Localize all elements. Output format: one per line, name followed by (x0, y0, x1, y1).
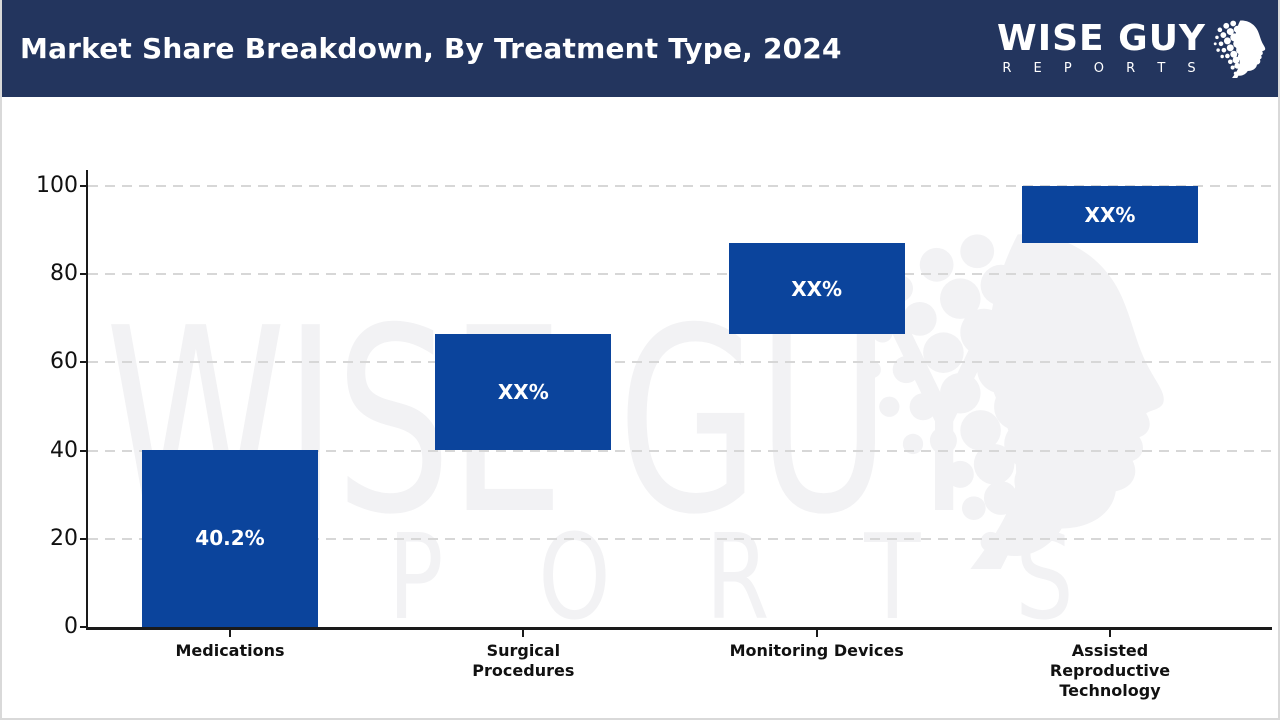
y-tick-label-60: 60 (50, 349, 78, 375)
bar-monitoring-devices: XX% (728, 243, 905, 334)
watermark-text-ports: P O R T S (388, 508, 1107, 646)
wiseguy-head-icon (1213, 20, 1266, 78)
y-tick-20 (80, 537, 88, 540)
x-tick-0 (229, 630, 231, 637)
brand-name: WISE GUY (996, 18, 1206, 59)
y-tick-label-0: 0 (64, 614, 78, 639)
bar-value-label: XX% (1084, 202, 1136, 227)
gridline-80 (88, 273, 1272, 276)
gridline-40 (88, 449, 1272, 452)
brand-subtitle: R E P O R T S (1002, 61, 1205, 76)
y-axis-line (86, 170, 88, 629)
brand-logo: WISE GUY R E P O R T S (997, 0, 1268, 97)
bar-value-label: XX% (791, 276, 843, 301)
x-category-label: Surgical Procedures (472, 641, 575, 680)
bar-surgical-procedures: XX% (435, 333, 612, 450)
bar-value-label: XX% (497, 379, 549, 404)
y-tick-60 (80, 361, 88, 364)
x-tick-2 (815, 630, 818, 637)
bar-medications: 40.2% (142, 449, 318, 627)
gridline-100 (88, 185, 1272, 187)
y-tick-label-40: 40 (50, 437, 78, 463)
page-title: Market Share Breakdown, By Treatment Typ… (20, 32, 842, 65)
brand-logo-text: WISE GUY R E P O R T S (996, 18, 1206, 77)
x-category-label: Assisted Reproductive Technology (1049, 641, 1171, 700)
y-tick-40 (80, 449, 88, 452)
x-tick-3 (1109, 630, 1111, 637)
gridline-60 (88, 361, 1272, 364)
bar-assisted-reproductive-technology: XX% (1022, 186, 1198, 244)
y-tick-0 (80, 626, 88, 628)
gridline-20 (88, 537, 1272, 540)
y-tick-80 (80, 273, 88, 276)
header-bar: Market Share Breakdown, By Treatment Typ… (0, 0, 1280, 97)
y-tick-label-100: 100 (36, 173, 78, 198)
bar-value-label: 40.2% (195, 526, 265, 551)
y-tick-100 (80, 185, 88, 187)
x-tick-1 (522, 630, 525, 637)
y-tick-label-80: 80 (50, 261, 78, 287)
y-tick-label-20: 20 (50, 525, 78, 551)
x-category-label: Medications (175, 641, 285, 660)
x-category-label: Monitoring Devices (729, 641, 904, 660)
x-axis-line (86, 627, 1272, 630)
